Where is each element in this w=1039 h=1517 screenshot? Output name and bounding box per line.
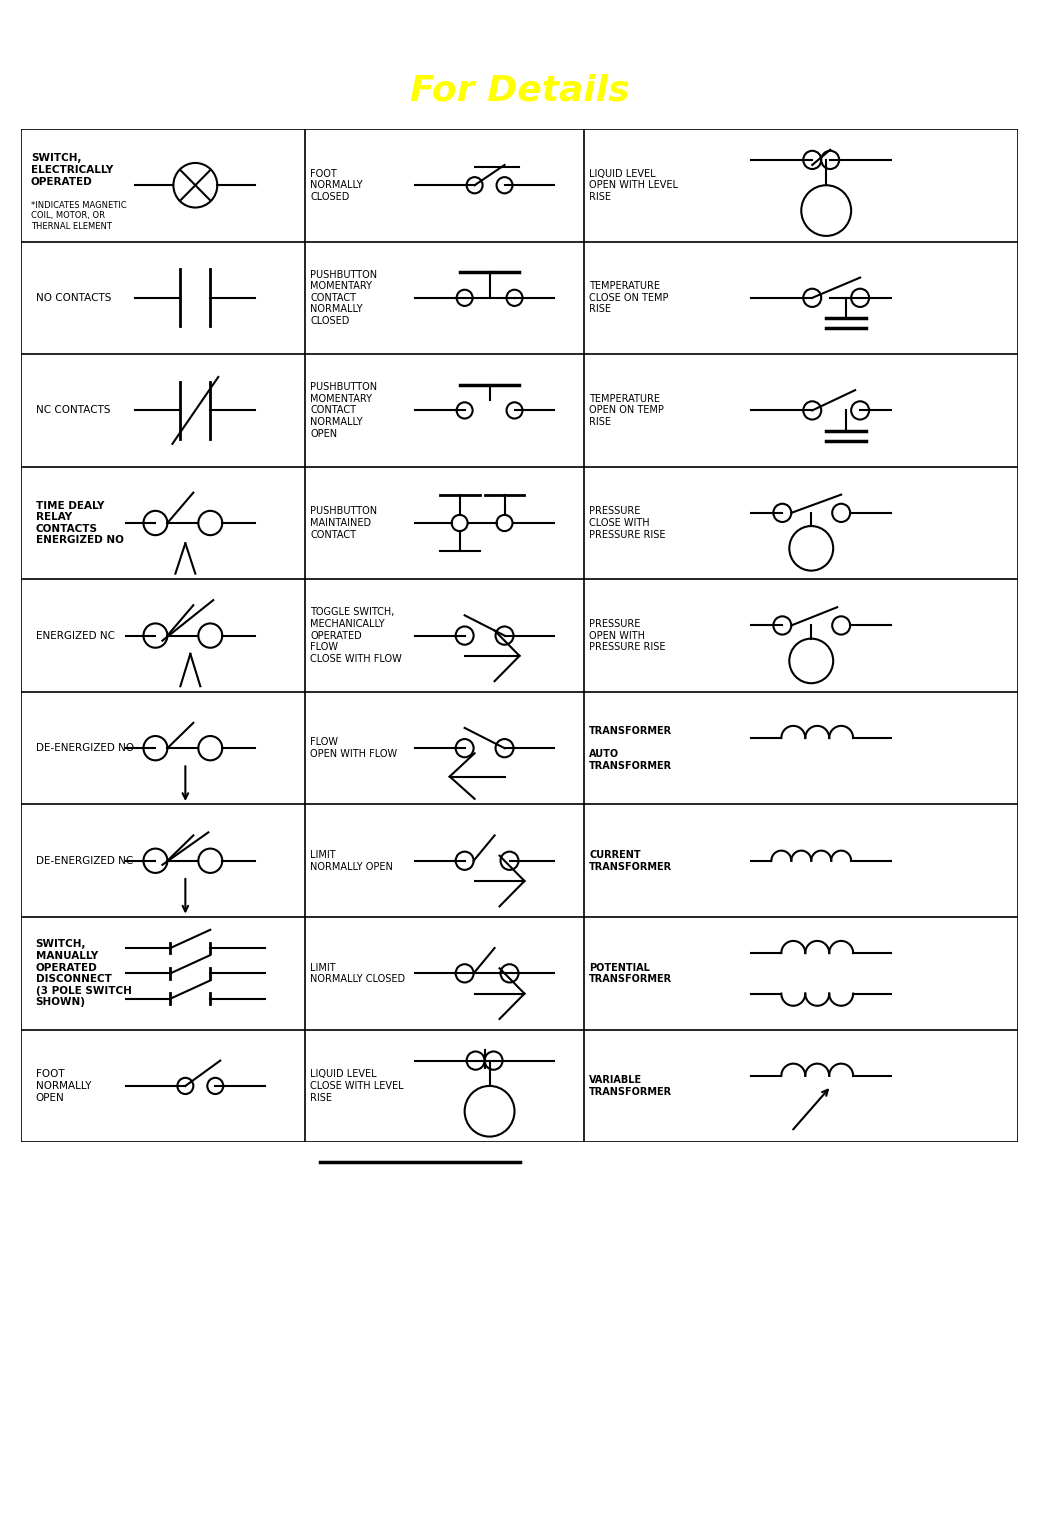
Circle shape xyxy=(507,402,523,419)
Circle shape xyxy=(456,851,474,869)
Circle shape xyxy=(851,402,869,420)
Circle shape xyxy=(851,288,869,306)
Circle shape xyxy=(501,965,518,983)
Circle shape xyxy=(803,288,821,306)
Text: LIQUID LEVEL
OPEN WITH LEVEL
RISE: LIQUID LEVEL OPEN WITH LEVEL RISE xyxy=(589,168,678,202)
Text: TOGGLE SWITCH,
MECHANICALLY
OPERATED
FLOW
CLOSE WITH FLOW: TOGGLE SWITCH, MECHANICALLY OPERATED FLO… xyxy=(310,607,402,664)
Text: LIQUID LEVEL
CLOSE WITH LEVEL
RISE: LIQUID LEVEL CLOSE WITH LEVEL RISE xyxy=(310,1069,404,1103)
Text: DE-ENERGIZED NO: DE-ENERGIZED NO xyxy=(35,743,134,752)
Text: SWITCH,
MANUALLY
OPERATED
DISCONNECT
(3 POLE SWITCH
SHOWN): SWITCH, MANUALLY OPERATED DISCONNECT (3 … xyxy=(35,939,132,1007)
Circle shape xyxy=(803,402,821,420)
Circle shape xyxy=(496,627,513,645)
Circle shape xyxy=(496,739,513,757)
Circle shape xyxy=(773,504,792,522)
Text: *INDICATES MAGNETIC
COIL, MOTOR, OR
THERNAL ELEMENT: *INDICATES MAGNETIC COIL, MOTOR, OR THER… xyxy=(31,200,127,231)
Circle shape xyxy=(484,1051,503,1069)
Text: FOOT
NORMALLY
OPEN: FOOT NORMALLY OPEN xyxy=(35,1069,91,1103)
Text: FLOW
OPEN WITH FLOW: FLOW OPEN WITH FLOW xyxy=(310,737,397,758)
Text: SWITCH,
ELECTRICALLY
OPERATED: SWITCH, ELECTRICALLY OPERATED xyxy=(31,153,113,187)
Text: TEMPERATURE
CLOSE ON TEMP
RISE: TEMPERATURE CLOSE ON TEMP RISE xyxy=(589,281,669,314)
Text: ENERGIZED NC: ENERGIZED NC xyxy=(35,631,114,640)
Text: LIMIT
NORMALLY OPEN: LIMIT NORMALLY OPEN xyxy=(310,850,393,872)
Text: For Details: For Details xyxy=(409,73,630,108)
Circle shape xyxy=(457,402,473,419)
Text: FOOT
NORMALLY
CLOSED: FOOT NORMALLY CLOSED xyxy=(310,168,363,202)
Text: PUSHBUTTON
MOMENTARY
CONTACT
NORMALLY
CLOSED: PUSHBUTTON MOMENTARY CONTACT NORMALLY CL… xyxy=(310,270,377,326)
Circle shape xyxy=(803,150,821,168)
Circle shape xyxy=(507,290,523,306)
Circle shape xyxy=(456,739,474,757)
Text: TEMPERATURE
OPEN ON TEMP
RISE: TEMPERATURE OPEN ON TEMP RISE xyxy=(589,394,664,426)
Circle shape xyxy=(467,1051,484,1069)
Circle shape xyxy=(773,616,792,634)
Text: TRANSFORMER

AUTO
TRANSFORMER: TRANSFORMER AUTO TRANSFORMER xyxy=(589,725,672,771)
Circle shape xyxy=(821,150,840,168)
Circle shape xyxy=(497,177,512,193)
Circle shape xyxy=(497,514,512,531)
Text: NO CONTACTS: NO CONTACTS xyxy=(35,293,111,303)
Circle shape xyxy=(832,616,850,634)
Text: VARIABLE
TRANSFORMER: VARIABLE TRANSFORMER xyxy=(589,1076,672,1097)
Text: PUSHBUTTON
MAINTAINED
CONTACT: PUSHBUTTON MAINTAINED CONTACT xyxy=(310,507,377,540)
Text: CURRENT
TRANSFORMER: CURRENT TRANSFORMER xyxy=(589,850,672,872)
Circle shape xyxy=(178,1077,193,1094)
Circle shape xyxy=(467,177,482,193)
Text: NC CONTACTS: NC CONTACTS xyxy=(35,405,110,416)
Text: TIME DEALY
RELAY
CONTACTS
ENERGIZED NO: TIME DEALY RELAY CONTACTS ENERGIZED NO xyxy=(35,501,124,546)
Circle shape xyxy=(457,290,473,306)
Circle shape xyxy=(456,965,474,983)
Text: PUSHBUTTON
MOMENTARY
CONTACT
NORMALLY
OPEN: PUSHBUTTON MOMENTARY CONTACT NORMALLY OP… xyxy=(310,382,377,438)
Circle shape xyxy=(208,1077,223,1094)
Circle shape xyxy=(832,504,850,522)
Text: LIMIT
NORMALLY CLOSED: LIMIT NORMALLY CLOSED xyxy=(310,963,405,985)
Circle shape xyxy=(452,514,468,531)
Circle shape xyxy=(501,851,518,869)
Text: PRESSURE
OPEN WITH
PRESSURE RISE: PRESSURE OPEN WITH PRESSURE RISE xyxy=(589,619,666,652)
Text: DE-ENERGIZED NC: DE-ENERGIZED NC xyxy=(35,856,133,866)
Text: POTENTIAL
TRANSFORMER: POTENTIAL TRANSFORMER xyxy=(589,963,672,985)
Circle shape xyxy=(456,627,474,645)
Text: PRESSURE
CLOSE WITH
PRESSURE RISE: PRESSURE CLOSE WITH PRESSURE RISE xyxy=(589,507,666,540)
Text: CLICK HERE: CLICK HERE xyxy=(470,21,569,36)
